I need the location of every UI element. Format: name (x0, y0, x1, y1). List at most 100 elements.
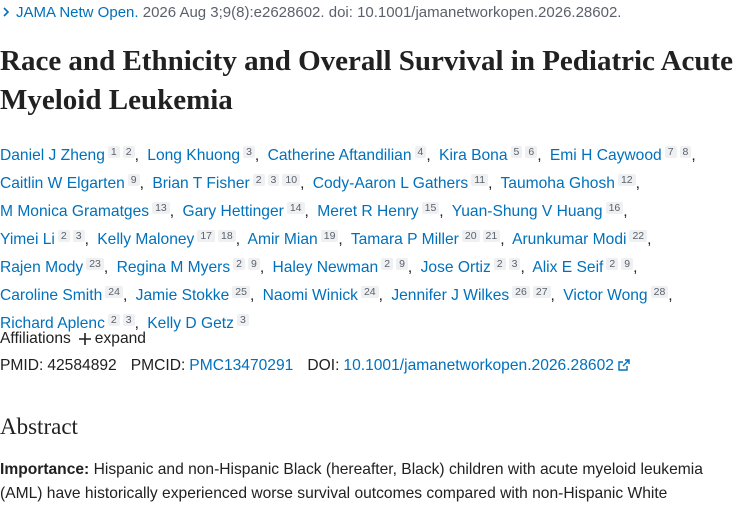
affiliation-number[interactable]: 3 (508, 258, 521, 270)
author-name[interactable]: Long Khuong (147, 147, 241, 164)
affiliation-number[interactable]: 2 (493, 258, 506, 270)
author-name[interactable]: Richard Aplenc (0, 315, 105, 332)
affiliation-number[interactable]: 3 (72, 230, 85, 242)
affiliation-number[interactable]: 4 (414, 146, 427, 158)
affiliation-number[interactable]: 21 (482, 230, 501, 242)
affiliation-number[interactable]: 9 (621, 258, 634, 270)
affiliation-number[interactable]: 18 (218, 230, 236, 242)
affiliation-number[interactable]: 1 (107, 146, 120, 158)
author-name[interactable]: Caitlin W Elgarten (0, 175, 125, 192)
author: Regina M Myers 2 9 (116, 258, 264, 276)
affiliation-number[interactable]: 23 (86, 258, 104, 270)
affiliation-number[interactable]: 14 (286, 202, 305, 214)
author: Jamie Stokke 25 (135, 286, 254, 304)
author: M Monica Gramatges 13 (0, 202, 174, 220)
author-name[interactable]: Taumoha Ghosh (500, 175, 615, 192)
affiliation-number[interactable]: 3 (267, 174, 280, 186)
author: Long Khuong 3 (147, 146, 259, 164)
author: Alix E Seif 2 9 (532, 258, 637, 276)
author-name[interactable]: Yimei Li (0, 231, 55, 248)
author: Yuan-Shung V Huang 16 (451, 202, 628, 220)
affiliation-number[interactable]: 2 (252, 174, 265, 186)
author: Emi H Caywood 7 8 (549, 146, 696, 164)
author-name[interactable]: Gary Hettinger (182, 203, 284, 220)
author: Catherine Aftandilian 4 (267, 146, 431, 164)
author-name[interactable]: Alix E Seif (532, 259, 604, 276)
affiliation-number[interactable]: 12 (617, 174, 636, 186)
affiliation-number[interactable]: 3 (236, 314, 249, 326)
author: Cody-Aaron L Gathers 11 (312, 174, 492, 192)
author-name[interactable]: Emi H Caywood (549, 147, 662, 164)
affiliation-number[interactable]: 5 (510, 146, 523, 158)
affiliation-number[interactable]: 2 (122, 146, 135, 158)
author-name[interactable]: Daniel J Zheng (0, 147, 105, 164)
affiliation-number[interactable]: 2 (381, 258, 394, 270)
author-name[interactable]: Kelly Maloney (97, 231, 195, 248)
affiliation-number[interactable]: 3 (243, 146, 255, 158)
affiliation-number[interactable]: 10 (282, 174, 301, 186)
affiliation-number[interactable]: 25 (232, 286, 250, 298)
author: Tamara P Miller 20 21 (350, 230, 505, 248)
author-name[interactable]: Rajen Mody (0, 259, 84, 276)
author-name[interactable]: Catherine Aftandilian (267, 147, 412, 164)
affiliation-number[interactable]: 6 (525, 146, 538, 158)
affiliation-number[interactable]: 7 (664, 146, 677, 158)
affiliation-number[interactable]: 2 (233, 258, 245, 270)
affiliation-number[interactable]: 3 (122, 314, 135, 326)
author-name[interactable]: Victor Wong (563, 287, 648, 304)
author-name[interactable]: Kelly D Getz (147, 315, 234, 332)
author-name[interactable]: Yuan-Shung V Huang (451, 203, 603, 220)
affiliation-number[interactable]: 15 (421, 202, 440, 214)
author-name[interactable]: M Monica Gramatges (0, 203, 150, 220)
affiliation-number[interactable]: 22 (629, 230, 648, 242)
author: Haley Newman 2 9 (272, 258, 412, 276)
affiliation-number[interactable]: 20 (461, 230, 480, 242)
author-name[interactable]: Jamie Stokke (135, 287, 230, 304)
affiliation-number[interactable]: 11 (471, 174, 489, 186)
affiliation-number[interactable]: 24 (105, 286, 123, 298)
affiliation-number[interactable]: 2 (57, 230, 70, 242)
author-name[interactable]: Brian T Fisher (152, 175, 250, 192)
doi-link[interactable]: 10.1001/jamanetworkopen.2026.28602 (343, 357, 614, 374)
author-name[interactable]: Jose Ortiz (420, 259, 491, 276)
affiliation-number[interactable]: 28 (650, 286, 669, 298)
author-name[interactable]: Naomi Winick (262, 287, 358, 304)
doi-label: DOI: (307, 357, 340, 374)
affiliation-number[interactable]: 9 (396, 258, 408, 270)
author-name[interactable]: Jennifer J Wilkes (391, 287, 510, 304)
affiliation-number[interactable]: 2 (606, 258, 619, 270)
author-name[interactable]: Tamara P Miller (350, 231, 459, 248)
expand-label: expand (94, 330, 146, 347)
affiliation-number[interactable]: 24 (360, 286, 379, 298)
importance-text: Hispanic and non-Hispanic Black (hereaft… (0, 461, 703, 502)
journal-link[interactable]: JAMA Netw Open. (16, 4, 139, 21)
pmcid-label: PMCID: (130, 357, 186, 374)
citation-details: 2026 Aug 3;9(8):e2628602. doi: 10.1001/j… (142, 4, 622, 21)
author: Victor Wong 28 (563, 286, 673, 304)
author-name[interactable]: Meret R Henry (317, 203, 419, 220)
affiliation-number[interactable]: 13 (152, 202, 170, 214)
affiliation-number[interactable]: 9 (127, 174, 140, 186)
affiliation-number[interactable]: 26 (512, 286, 530, 298)
affiliation-number[interactable]: 8 (679, 146, 692, 158)
affiliation-number[interactable]: 27 (532, 286, 551, 298)
author-name[interactable]: Cody-Aaron L Gathers (312, 175, 469, 192)
affiliations-toggle[interactable]: Affiliations expand (0, 330, 146, 348)
author-name[interactable]: Regina M Myers (116, 259, 231, 276)
affiliation-number[interactable]: 19 (320, 230, 339, 242)
pmcid-link[interactable]: PMC13470291 (189, 357, 294, 374)
importance-label: Importance: (0, 461, 90, 478)
author-name[interactable]: Haley Newman (272, 259, 379, 276)
affiliation-number[interactable]: 9 (247, 258, 260, 270)
author-name[interactable]: Caroline Smith (0, 287, 103, 304)
author-name[interactable]: Arunkumar Modi (512, 231, 627, 248)
plus-icon (78, 333, 91, 345)
author: Jose Ortiz 2 3 (420, 258, 525, 276)
affiliation-number[interactable]: 16 (605, 202, 624, 214)
affiliation-number[interactable]: 17 (197, 230, 216, 242)
author-name[interactable]: Amir Mian (247, 231, 318, 248)
affiliation-number[interactable]: 2 (107, 314, 120, 326)
author-name[interactable]: Kira Bona (439, 147, 508, 164)
